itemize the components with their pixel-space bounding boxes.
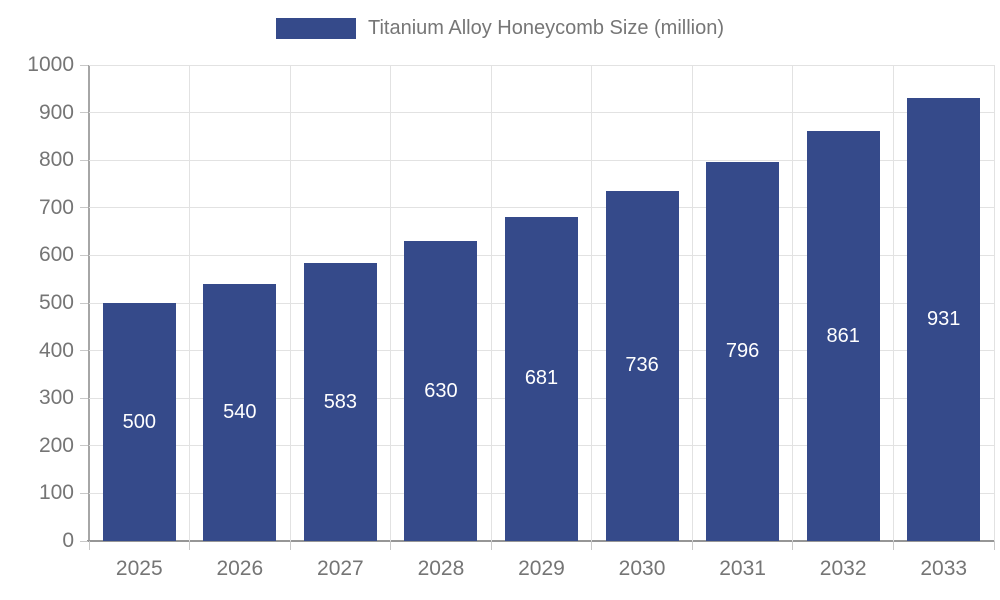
bar: 931: [907, 97, 981, 541]
h-gridline: [89, 64, 994, 66]
x-tick-label: 2028: [417, 557, 465, 580]
x-tick-label: 2025: [115, 557, 163, 580]
y-tick: [80, 540, 88, 542]
y-tick-label: 600: [38, 243, 74, 267]
x-tick-label: 2030: [618, 557, 666, 580]
y-tick-label: 1000: [27, 53, 74, 76]
v-gridline: [490, 65, 492, 541]
bar-value-label: 540: [223, 400, 257, 423]
x-axis-line: [87, 540, 995, 542]
y-tick: [80, 64, 88, 66]
bar-value-label: 931: [927, 307, 961, 330]
bar: 681: [505, 216, 578, 541]
bar: 583: [303, 263, 377, 541]
bar-value-label: 583: [323, 390, 358, 413]
legend-label: Titanium Alloy Honeycomb Size (million): [367, 17, 725, 39]
v-gridline: [993, 65, 995, 541]
x-tick-label: 2033: [920, 557, 968, 580]
h-gridline: [89, 112, 994, 114]
y-tick: [80, 159, 88, 161]
y-tick-label: 700: [38, 195, 74, 219]
x-tick-label: 2032: [819, 557, 867, 580]
v-gridline: [892, 65, 894, 541]
y-tick-label: 800: [38, 148, 74, 172]
y-tick: [80, 492, 88, 494]
x-tick: [490, 541, 492, 550]
y-tick: [80, 207, 88, 209]
x-tick: [993, 541, 995, 550]
y-tick-label: 0: [62, 529, 74, 552]
y-tick-label: 200: [38, 433, 74, 457]
y-tick-label: 400: [38, 338, 74, 362]
legend-swatch: [275, 18, 356, 39]
y-tick: [80, 302, 88, 304]
bar: 540: [203, 283, 277, 541]
y-tick: [80, 445, 88, 447]
bar-value-label: 736: [625, 354, 659, 377]
h-gridline: [89, 159, 994, 161]
y-tick: [80, 397, 88, 399]
y-tick-label: 900: [38, 100, 74, 124]
bar: 796: [706, 162, 780, 541]
x-tick: [289, 541, 291, 550]
bar-value-label: 796: [725, 340, 760, 363]
y-tick-label: 100: [38, 481, 74, 505]
bar: 736: [605, 190, 679, 541]
v-gridline: [792, 65, 794, 541]
h-gridline: [89, 207, 994, 209]
y-tick: [80, 254, 88, 256]
x-tick: [189, 541, 191, 550]
v-gridline: [691, 65, 693, 541]
y-tick: [80, 112, 88, 114]
v-gridline: [390, 65, 392, 541]
x-tick: [691, 541, 693, 550]
bar-value-label: 861: [826, 324, 860, 347]
plot-area: 0 100 200 300 400 500 600 700 800 900 1000 500 540 58…: [27, 53, 995, 580]
v-gridline: [591, 65, 593, 541]
x-tick-label: 2027: [317, 557, 364, 580]
x-tick: [892, 541, 894, 550]
y-tick-label: 500: [38, 291, 74, 314]
bar: 861: [806, 131, 880, 541]
bar-value-label: 500: [122, 410, 156, 433]
x-tick-label: 2029: [518, 557, 565, 580]
bar: 630: [404, 241, 478, 541]
legend: Titanium Alloy Honeycomb Size (million): [0, 17, 1000, 40]
x-tick: [88, 541, 90, 550]
x-tick: [591, 541, 593, 550]
bar-value-label: 681: [524, 367, 559, 390]
x-tick: [792, 541, 794, 550]
v-gridline: [289, 65, 291, 541]
x-tick: [390, 541, 392, 550]
y-tick: [80, 350, 88, 352]
x-tick-label: 2031: [719, 557, 766, 580]
bar: 500: [102, 303, 176, 541]
x-tick-label: 2026: [216, 557, 264, 580]
bar-value-label: 630: [424, 379, 458, 402]
v-gridline: [189, 65, 191, 541]
y-tick-label: 300: [38, 386, 74, 410]
